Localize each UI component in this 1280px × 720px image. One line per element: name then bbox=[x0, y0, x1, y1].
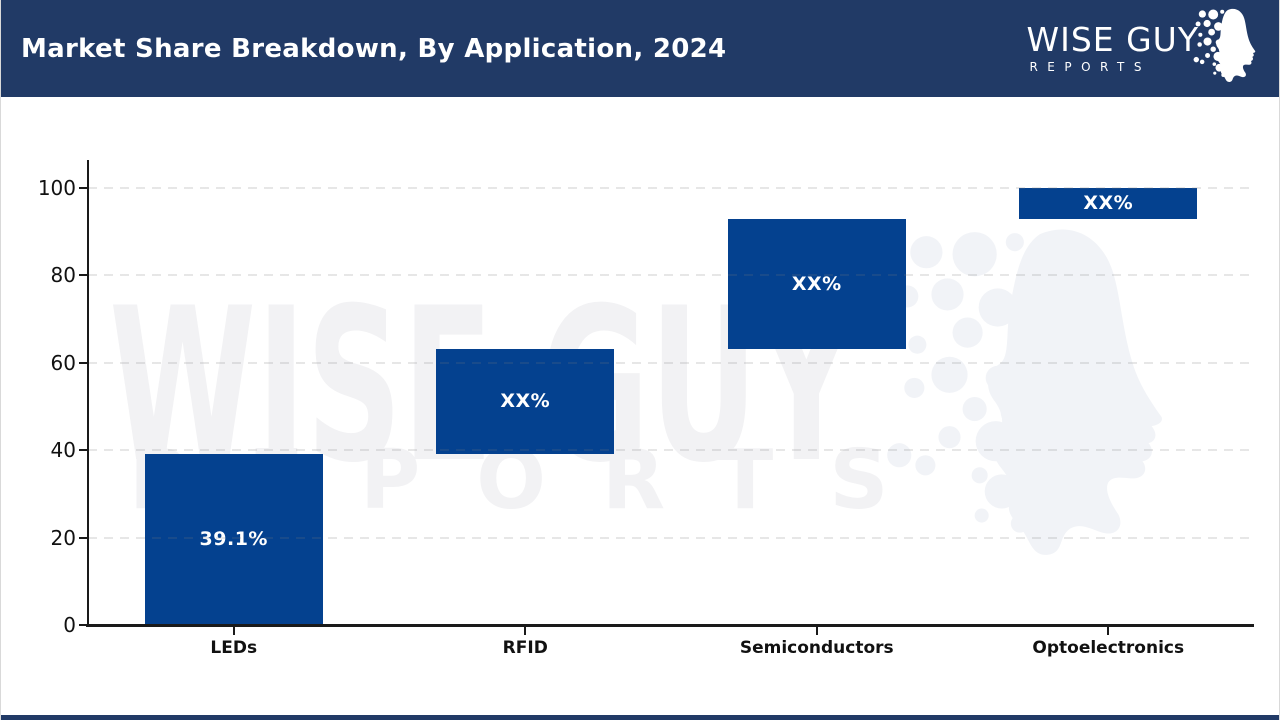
gridline-100 bbox=[88, 186, 1254, 189]
x-axis-line bbox=[86, 624, 1254, 627]
page-title: Market Share Breakdown, By Application, … bbox=[21, 33, 727, 64]
x-axis-tick-optoelectronics bbox=[1107, 627, 1110, 635]
y-axis-tick-60 bbox=[79, 361, 87, 364]
y-axis-tick-100 bbox=[79, 186, 87, 189]
y-axis-tick-80 bbox=[79, 274, 87, 276]
bar-value-label: 39.1% bbox=[199, 528, 268, 551]
y-axis-tick-40 bbox=[79, 449, 87, 451]
wiseguy-logo-text: WISE GUY REPORTS bbox=[1026, 23, 1199, 74]
x-axis-tick-rfid bbox=[524, 627, 527, 635]
bar-value-label: XX% bbox=[791, 273, 842, 296]
bar-value-label: XX% bbox=[500, 390, 551, 413]
y-tick-label-60: 60 bbox=[50, 350, 76, 375]
bar-optoelectronics: XX% bbox=[1019, 187, 1198, 220]
logo-wordmark: WISE GUY bbox=[1026, 20, 1199, 59]
y-axis-line bbox=[86, 160, 89, 627]
y-tick-label-0: 0 bbox=[63, 613, 76, 637]
y-axis-tick-20 bbox=[79, 536, 87, 539]
y-tick-label-80: 80 bbox=[50, 263, 76, 287]
y-tick-label-20: 20 bbox=[50, 525, 76, 550]
y-tick-label-100: 100 bbox=[37, 175, 76, 200]
watermark-head-icon bbox=[887, 229, 1162, 555]
x-category-label-rfid: RFID bbox=[502, 638, 548, 658]
x-category-label-leds: LEDs bbox=[210, 638, 258, 658]
x-category-label-optoelectronics: Optoelectronics bbox=[1032, 638, 1185, 658]
wiseguy-logo: WISE GUY REPORTS bbox=[1026, 5, 1267, 93]
bar-semiconductors: XX% bbox=[727, 219, 906, 349]
header-bar: Market Share Breakdown, By Application, … bbox=[1, 0, 1279, 97]
wiseguy-head-icon bbox=[1193, 8, 1256, 82]
gridline-20 bbox=[88, 536, 1254, 539]
x-axis-tick-semiconductors bbox=[815, 627, 818, 635]
bar-rfid: XX% bbox=[436, 348, 615, 454]
y-axis-tick-0 bbox=[79, 624, 87, 626]
x-category-label-semiconductors: Semiconductors bbox=[739, 638, 894, 658]
y-tick-label-40: 40 bbox=[50, 438, 76, 462]
x-axis-tick-leds bbox=[232, 627, 235, 635]
gridline-40 bbox=[88, 449, 1254, 451]
gridline-80 bbox=[88, 274, 1254, 276]
gridline-60 bbox=[88, 361, 1254, 364]
logo-reports-label: REPORTS bbox=[1029, 60, 1151, 74]
bar-leds: 39.1% bbox=[144, 453, 323, 625]
footer-bar bbox=[1, 715, 1279, 720]
bar-value-label: XX% bbox=[1083, 192, 1134, 215]
